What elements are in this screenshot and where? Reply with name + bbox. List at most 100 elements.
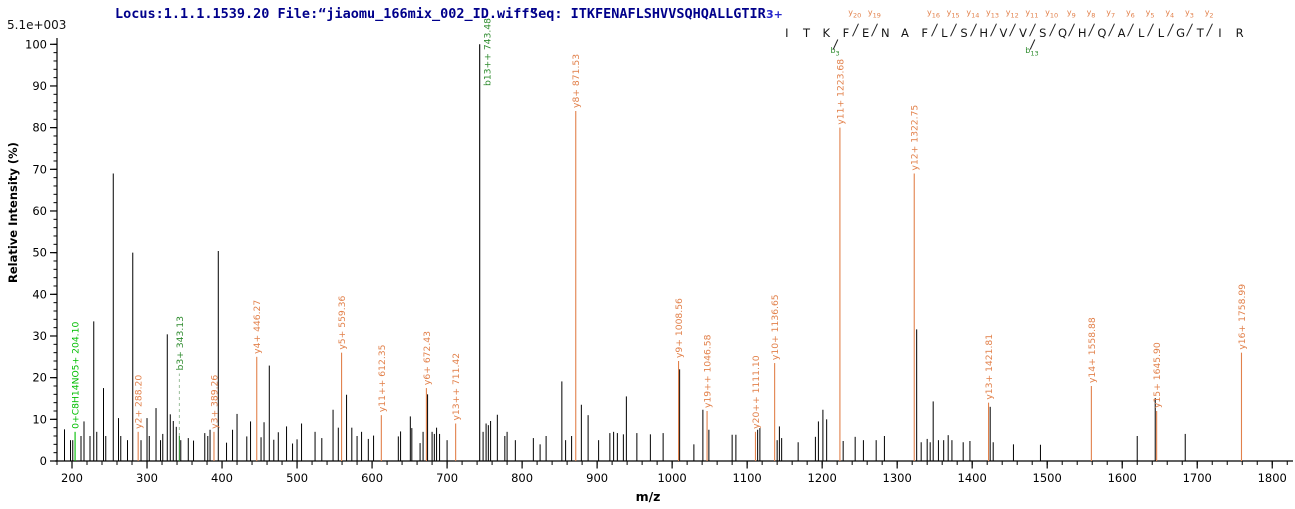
- peak-annotation-label: 0+C8H14NO5+ 204.10: [71, 322, 82, 429]
- residue-cell: N: [875, 6, 895, 62]
- y-ion-label: y15: [946, 8, 960, 20]
- b-ion-label: b13: [1025, 46, 1039, 58]
- peak-annotation-label: y6+ 672.43: [422, 331, 433, 385]
- locus-file-label: Locus:1.1.1.1539.20 File:“jiaomu_166mix_…: [115, 6, 538, 22]
- peak-annotation-label: y2+ 288.20: [134, 375, 145, 429]
- peak-annotation-label: y5+ 559.36: [337, 295, 348, 349]
- residue-cell: I: [1210, 6, 1230, 62]
- y-tick-label: 90: [32, 79, 47, 93]
- x-tick-label: 200: [61, 471, 83, 485]
- x-tick-label: 300: [136, 471, 158, 485]
- residue-cell: R: [1230, 6, 1250, 62]
- x-tick-label: 400: [211, 471, 233, 485]
- residue-letter: R: [1235, 26, 1244, 40]
- residue-letter: Q: [1097, 26, 1107, 40]
- peak-annotation-label: y13+ 1421.81: [984, 334, 995, 400]
- y-axis-title: Relative Intensity (%): [6, 142, 20, 283]
- residue-letter: I: [785, 26, 789, 40]
- peak-annotation-label: y20++ 1111.10: [751, 355, 762, 429]
- y-tick-label: 100: [25, 37, 47, 51]
- x-tick-label: 700: [436, 471, 458, 485]
- peak-annotation-label: y9+ 1008.56: [674, 298, 685, 358]
- peak-annotation-label: y19++ 1046.58: [703, 334, 714, 408]
- y-tick-label: 0: [40, 454, 47, 468]
- residue-letter: I: [1218, 26, 1222, 40]
- peak-annotation-label: y11+ 1223.68: [835, 59, 846, 125]
- x-tick-label: 1800: [1258, 471, 1287, 485]
- y-ion-label: y11: [1025, 8, 1039, 20]
- peak-annotation-label: y4+ 446.27: [252, 300, 263, 354]
- y-ion-label: y13: [986, 8, 1000, 20]
- y-tick-label: 40: [32, 287, 47, 301]
- y-tick-label: 10: [32, 412, 47, 426]
- y-tick-label: 70: [32, 162, 47, 176]
- y-ion-label: y12: [1005, 8, 1019, 20]
- residue-letter: S: [1039, 26, 1047, 40]
- x-tick-label: 1700: [1183, 471, 1212, 485]
- y-ion-label: y10: [1045, 8, 1059, 20]
- residue-letter: L: [941, 26, 948, 40]
- y-ion-label: y5: [1145, 8, 1155, 20]
- y-ion-label: y3: [1185, 8, 1194, 20]
- residue-cell: T: [797, 6, 817, 62]
- precursor-charge-label: 3+: [766, 8, 783, 21]
- peak-annotation-label: y3+ 389.26: [209, 375, 220, 429]
- residue-letter: L: [1157, 26, 1165, 40]
- peak-annotation-label: y10+ 1136.65: [770, 294, 781, 360]
- peak-annotation-label: y14+ 1558.88: [1087, 317, 1098, 383]
- y-ion-label: y6: [1125, 8, 1135, 20]
- y-ion-label: y8: [1086, 8, 1096, 20]
- y-ion-label: y2: [1204, 8, 1214, 20]
- x-tick-label: 1500: [1033, 471, 1062, 485]
- y-tick-label: 50: [32, 246, 47, 260]
- peak-annotation-label: y15+ 1645.90: [1152, 342, 1163, 408]
- y-ion-label: y16: [926, 8, 940, 20]
- y-tick-label: 20: [32, 371, 47, 385]
- residue-letter: T: [1196, 26, 1204, 40]
- residue-letter: E: [861, 26, 870, 40]
- residue-letter: V: [999, 26, 1008, 40]
- residue-cell: I: [777, 6, 797, 62]
- residue-letter: F: [921, 26, 928, 40]
- peak-annotation-label: y13++ 711.42: [451, 353, 462, 421]
- seq-value-label: ITKFENAFLSHVVSQHQALLGTIR: [570, 6, 766, 22]
- residue-cell: A: [895, 6, 915, 62]
- x-tick-label: 500: [286, 471, 308, 485]
- peak-annotation-label: y12+ 1322.75: [910, 105, 921, 171]
- peak-annotation-label: y8+ 871.53: [571, 54, 582, 108]
- x-axis-title: m/z: [636, 489, 661, 504]
- y-ion-label: y9: [1066, 8, 1076, 20]
- x-tick-label: 1200: [808, 471, 837, 485]
- peak-annotation-label: b3+ 343.13: [175, 316, 186, 371]
- y-tick-label: 80: [32, 121, 47, 135]
- y-tick-label: 30: [32, 329, 47, 343]
- x-tick-label: 1000: [657, 471, 686, 485]
- residue-letter: H: [1077, 26, 1087, 40]
- y-ion-label: y7: [1106, 8, 1116, 20]
- residue-letter: V: [1019, 26, 1028, 40]
- residue-letter: A: [1117, 26, 1126, 40]
- b-ion-label: b3: [830, 46, 840, 58]
- residue-letter: K: [822, 26, 830, 40]
- residue-letter: H: [979, 26, 989, 40]
- peak-annotation-label: y16+ 1758.99: [1237, 284, 1248, 350]
- x-tick-label: 1600: [1108, 471, 1137, 485]
- y-tick-label: 60: [32, 204, 47, 218]
- residue-letter: S: [960, 26, 968, 40]
